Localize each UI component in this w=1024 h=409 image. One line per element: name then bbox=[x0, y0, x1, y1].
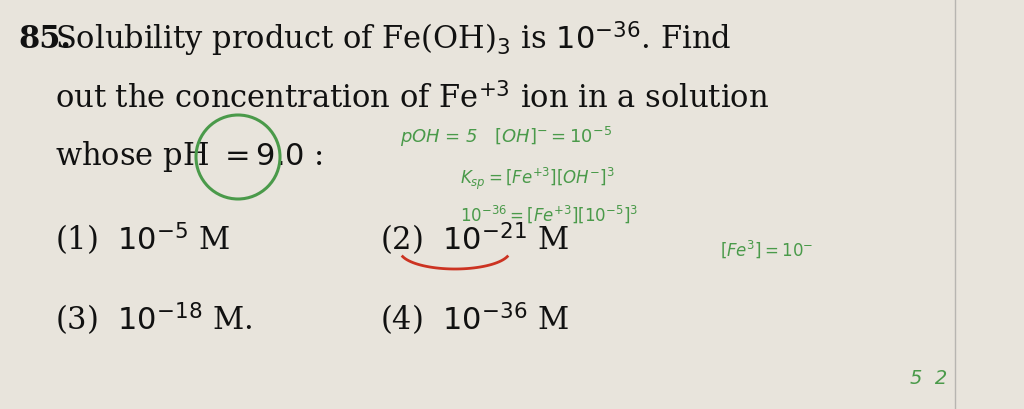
Text: 85.: 85. bbox=[18, 23, 71, 54]
Text: $10^{-36} = [Fe^{+3}][10^{-5}]^3$: $10^{-36} = [Fe^{+3}][10^{-5}]^3$ bbox=[460, 203, 638, 225]
Text: 5  2: 5 2 bbox=[910, 369, 947, 389]
Text: (2)  $10^{-21}$ M: (2) $10^{-21}$ M bbox=[380, 220, 569, 258]
Text: whose pH $= 9.0$ :: whose pH $= 9.0$ : bbox=[55, 139, 324, 175]
Text: $[Fe^3] = 10^{-}$: $[Fe^3] = 10^{-}$ bbox=[720, 238, 813, 260]
Text: (1)  $10^{-5}$ M: (1) $10^{-5}$ M bbox=[55, 220, 230, 258]
Text: (3)  $10^{-18}$ M.: (3) $10^{-18}$ M. bbox=[55, 300, 252, 338]
Text: (4)  $10^{-36}$ M: (4) $10^{-36}$ M bbox=[380, 300, 569, 338]
Text: out the concentration of Fe$^{+3}$ ion in a solution: out the concentration of Fe$^{+3}$ ion i… bbox=[55, 83, 769, 115]
Text: Solubility product of Fe(OH)$_3$ is $10^{-36}$. Find: Solubility product of Fe(OH)$_3$ is $10^… bbox=[55, 19, 731, 59]
Text: pOH = 5   $[OH]^{-} = 10^{-5}$: pOH = 5 $[OH]^{-} = 10^{-5}$ bbox=[400, 125, 612, 149]
Text: $K_{sp} = [Fe^{+3}][OH^{-}]^3$: $K_{sp} = [Fe^{+3}][OH^{-}]^3$ bbox=[460, 166, 615, 192]
